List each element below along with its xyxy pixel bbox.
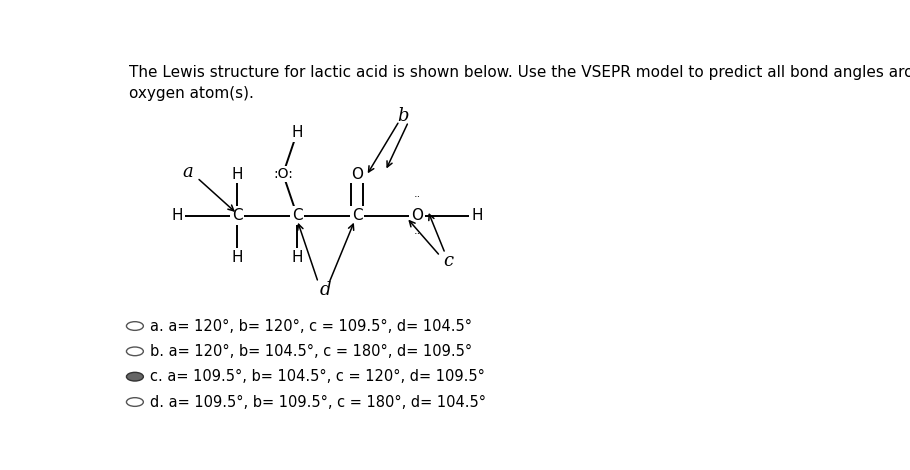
Circle shape xyxy=(126,321,144,330)
Text: H: H xyxy=(291,250,303,265)
Text: d: d xyxy=(319,281,331,299)
Text: d. a= 109.5°, b= 109.5°, c = 180°, d= 104.5°: d. a= 109.5°, b= 109.5°, c = 180°, d= 10… xyxy=(150,394,487,409)
Text: c. a= 109.5°, b= 104.5°, c = 120°, d= 109.5°: c. a= 109.5°, b= 104.5°, c = 120°, d= 10… xyxy=(150,369,485,384)
Text: C: C xyxy=(352,208,362,223)
Text: H: H xyxy=(231,250,243,265)
Text: C: C xyxy=(292,208,302,223)
Text: a: a xyxy=(182,163,193,181)
Text: O: O xyxy=(411,208,423,223)
Text: a. a= 120°, b= 120°, c = 109.5°, d= 104.5°: a. a= 120°, b= 120°, c = 109.5°, d= 104.… xyxy=(150,319,472,334)
Text: H: H xyxy=(231,166,243,181)
Text: H: H xyxy=(291,125,303,140)
Text: H: H xyxy=(171,208,183,223)
Text: O: O xyxy=(351,166,363,181)
Text: The Lewis structure for lactic acid is shown below. Use the VSEPR model to predi: The Lewis structure for lactic acid is s… xyxy=(129,65,910,102)
Text: b: b xyxy=(397,107,409,125)
Text: :O:: :O: xyxy=(273,167,293,181)
Text: H: H xyxy=(471,208,482,223)
Text: ··: ·· xyxy=(413,229,420,239)
Text: ··: ·· xyxy=(413,192,420,202)
Circle shape xyxy=(126,398,144,407)
Circle shape xyxy=(126,347,144,356)
Text: C: C xyxy=(232,208,242,223)
Text: b. a= 120°, b= 104.5°, c = 180°, d= 109.5°: b. a= 120°, b= 104.5°, c = 180°, d= 109.… xyxy=(150,344,472,359)
Text: c: c xyxy=(444,252,454,270)
Circle shape xyxy=(126,372,144,381)
